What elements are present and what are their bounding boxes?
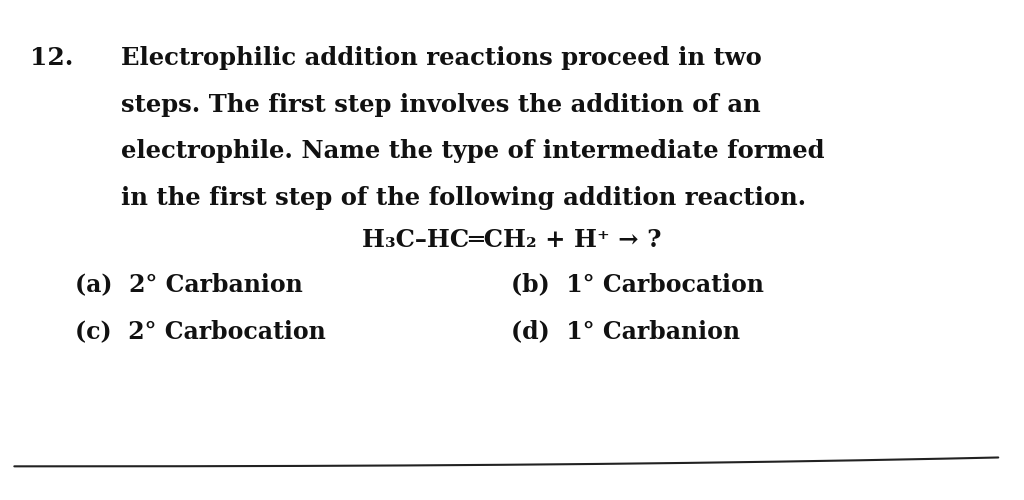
Text: (c)  2° Carbocation: (c) 2° Carbocation: [75, 319, 326, 343]
Text: H₃C–HC═CH₂ + H⁺ → ?: H₃C–HC═CH₂ + H⁺ → ?: [361, 228, 662, 252]
Text: 12.: 12.: [30, 46, 73, 70]
Text: electrophile. Name the type of intermediate formed: electrophile. Name the type of intermedi…: [121, 140, 824, 164]
Text: Electrophilic addition reactions proceed in two: Electrophilic addition reactions proceed…: [121, 46, 762, 70]
Text: (d)  1° Carbanion: (d) 1° Carbanion: [511, 319, 740, 343]
Text: in the first step of the following addition reaction.: in the first step of the following addit…: [121, 186, 806, 210]
Text: (a)  2° Carbanion: (a) 2° Carbanion: [75, 272, 303, 296]
Text: steps. The first step involves the addition of an: steps. The first step involves the addit…: [121, 92, 761, 116]
Text: (b)  1° Carbocation: (b) 1° Carbocation: [511, 272, 764, 296]
